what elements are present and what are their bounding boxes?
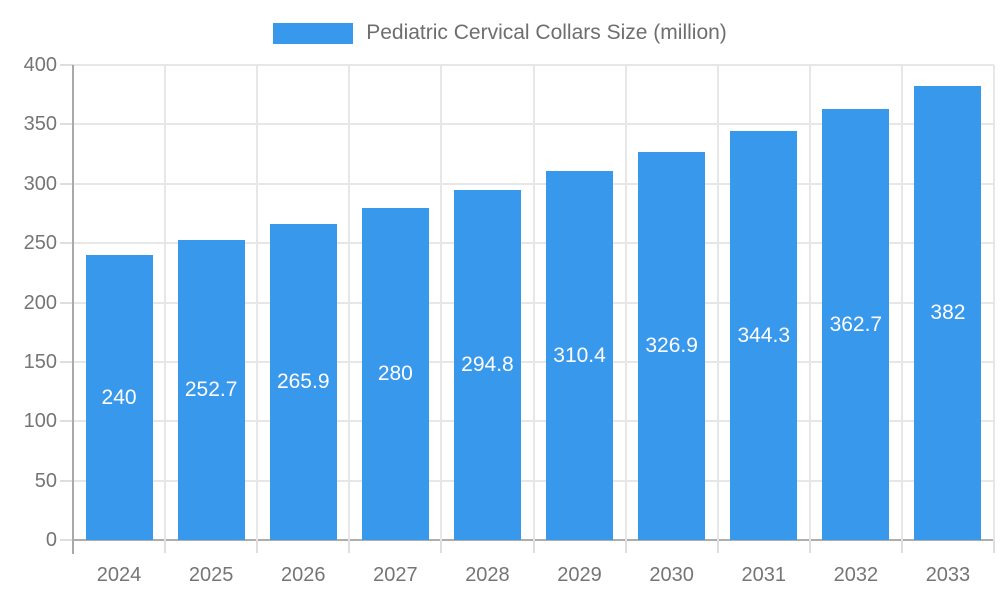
bar-2024[interactable]	[85, 255, 153, 540]
x-tick-label: 2030	[649, 564, 694, 586]
bar-2029[interactable]	[546, 171, 614, 540]
y-axis-tick	[60, 182, 73, 185]
v-gridline	[348, 65, 351, 540]
x-axis-tick	[624, 540, 627, 553]
y-tick-label: 200	[23, 291, 57, 314]
y-axis-tick	[60, 64, 73, 66]
x-axis-tick	[256, 540, 259, 553]
bar-2033[interactable]	[914, 86, 982, 540]
x-tick-label: 2024	[96, 564, 142, 586]
y-axis-tick	[60, 479, 73, 482]
bar-2026[interactable]	[269, 224, 337, 540]
legend: Pediatric Cervical Collars Size (million…	[0, 21, 1000, 45]
v-gridline	[716, 65, 719, 540]
x-tick-label: 2028	[465, 564, 510, 586]
y-axis-tick	[60, 420, 73, 423]
x-axis-tick	[440, 540, 443, 553]
v-gridline	[993, 65, 995, 540]
y-axis-tick	[60, 123, 73, 126]
y-tick-label: 150	[23, 350, 57, 373]
bar-2031[interactable]	[730, 131, 798, 540]
x-tick-label: 2027	[373, 564, 418, 586]
bar-2030[interactable]	[638, 151, 706, 540]
x-axis-tick	[900, 540, 903, 553]
v-gridline	[900, 65, 903, 540]
x-axis-tick	[808, 540, 811, 553]
y-axis-line	[72, 65, 74, 554]
y-axis-tick	[60, 360, 73, 363]
v-gridline	[164, 65, 167, 540]
v-gridline	[440, 65, 443, 540]
x-axis-tick	[993, 540, 995, 553]
y-tick-label: 0	[45, 529, 57, 551]
x-tick-label: 2033	[925, 564, 971, 586]
y-tick-label: 400	[23, 54, 57, 76]
y-tick-label: 50	[34, 469, 57, 492]
bar-2032[interactable]	[822, 109, 890, 540]
y-axis-tick	[60, 539, 73, 541]
v-gridline	[256, 65, 259, 540]
x-axis-tick	[164, 540, 167, 553]
bar-2028[interactable]	[453, 189, 521, 540]
v-gridline	[624, 65, 627, 540]
y-axis-tick	[60, 242, 73, 245]
x-tick-label: 2026	[280, 564, 326, 586]
legend-label: Pediatric Cervical Collars Size (million…	[366, 21, 727, 44]
v-gridline	[532, 65, 535, 540]
x-tick-label: 2029	[557, 564, 602, 586]
x-axis-tick	[532, 540, 535, 553]
x-axis-tick	[716, 540, 719, 553]
y-tick-label: 250	[23, 232, 57, 255]
y-tick-label: 300	[23, 172, 57, 195]
x-axis-tick	[348, 540, 351, 553]
x-tick-label: 2032	[833, 564, 879, 586]
v-gridline	[808, 65, 811, 540]
legend-item[interactable]: Pediatric Cervical Collars Size (million…	[273, 21, 727, 45]
y-axis-tick	[60, 301, 73, 304]
bar-2025[interactable]	[177, 239, 245, 540]
x-tick-label: 2025	[188, 564, 234, 586]
legend-swatch-icon	[273, 22, 354, 44]
y-tick-label: 100	[23, 410, 57, 433]
x-tick-label: 2031	[741, 564, 786, 586]
bar-2027[interactable]	[361, 207, 429, 540]
y-tick-label: 350	[23, 113, 57, 136]
